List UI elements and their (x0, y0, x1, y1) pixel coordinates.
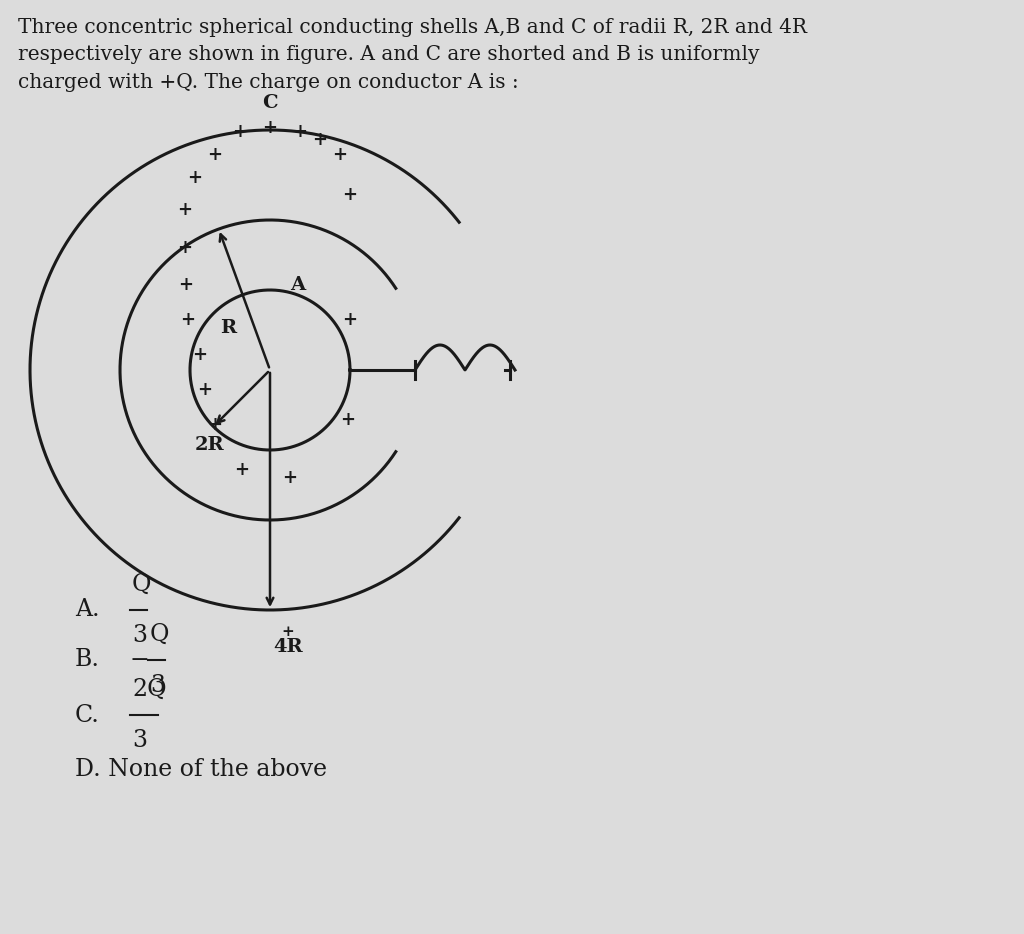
Text: 3: 3 (132, 624, 147, 647)
Text: C: C (262, 94, 278, 112)
Text: +: + (312, 131, 328, 149)
Text: +: + (180, 311, 196, 329)
Text: +: + (177, 239, 193, 257)
Text: +: + (262, 119, 278, 137)
Text: B.: B. (75, 648, 100, 672)
Text: Q: Q (150, 623, 170, 646)
Text: +: + (178, 276, 194, 294)
Text: +: + (232, 123, 248, 141)
Text: 2R: 2R (196, 436, 225, 454)
Text: 3: 3 (150, 674, 165, 697)
Text: +: + (234, 461, 250, 479)
Text: Q: Q (132, 573, 152, 596)
Text: +: + (193, 346, 208, 364)
Text: +: + (187, 169, 203, 187)
Text: A.: A. (75, 599, 99, 621)
Text: D. None of the above: D. None of the above (75, 758, 327, 782)
Text: +: + (282, 625, 294, 639)
Text: +: + (208, 146, 222, 164)
Text: 2Q: 2Q (132, 678, 167, 701)
Text: R: R (220, 319, 237, 337)
Text: +: + (293, 123, 307, 141)
Text: +: + (341, 411, 355, 429)
Text: Three concentric spherical conducting shells A,B and C of radii R, 2R and 4R
res: Three concentric spherical conducting sh… (18, 18, 807, 92)
Text: +: + (198, 381, 213, 399)
Text: +: + (342, 186, 357, 204)
Text: −: − (130, 648, 150, 672)
Text: +: + (342, 311, 357, 329)
Text: A: A (291, 276, 305, 294)
Text: +: + (177, 201, 193, 219)
Text: +: + (333, 146, 347, 164)
Text: 4R: 4R (273, 638, 303, 656)
Text: C.: C. (75, 703, 100, 727)
Text: 3: 3 (132, 729, 147, 752)
Text: +: + (283, 469, 298, 487)
Text: +: + (208, 416, 222, 434)
